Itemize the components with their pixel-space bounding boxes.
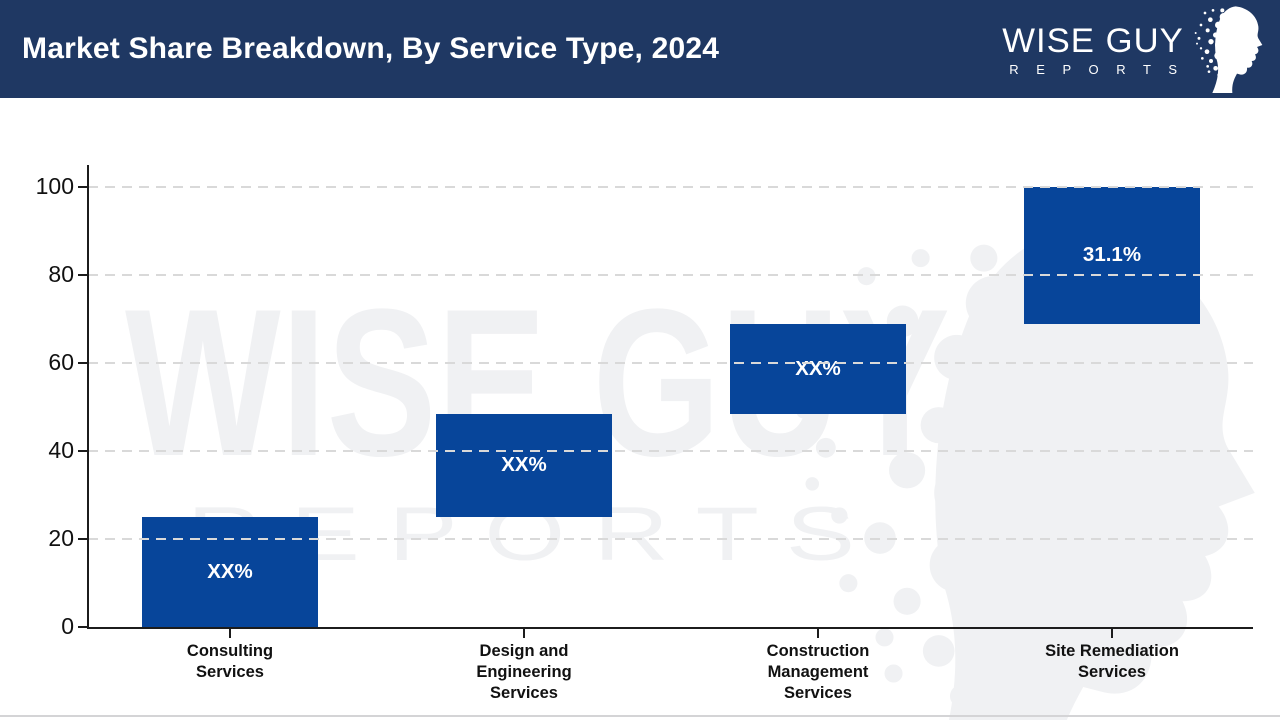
brand-wiseguy-label: WISE GUY <box>1002 21 1184 60</box>
y-tick-mark-20 <box>78 538 87 540</box>
y-tick-label-0: 0 <box>61 613 74 639</box>
bar-1: XX% <box>142 516 318 627</box>
y-tick-mark-60 <box>78 362 87 364</box>
category-label-line: Management <box>767 663 869 681</box>
y-axis-line <box>87 165 89 629</box>
y-tick-label-20: 20 <box>48 525 74 551</box>
gridline-20 <box>88 538 1253 540</box>
bar-value-label-4: 31.1% <box>1082 243 1142 267</box>
gridline-80 <box>88 274 1253 276</box>
category-label-line: Design and <box>479 642 569 660</box>
category-label-line: Services <box>490 684 558 702</box>
header-bar: Market Share Breakdown, By Service Type,… <box>0 0 1280 98</box>
bar-value-label-2: XX% <box>501 453 547 477</box>
x-axis-line <box>87 627 1253 629</box>
x-tick-mark-1 <box>229 629 231 638</box>
category-label-3: Construction Management Services <box>698 641 938 704</box>
y-tick-mark-100 <box>78 186 87 188</box>
category-label-line: Services <box>196 663 264 681</box>
y-tick-label-60: 60 <box>48 349 74 375</box>
category-label-line: Services <box>1078 663 1146 681</box>
y-tick-label-80: 80 <box>48 261 74 287</box>
category-label-2: Design and Engineering Services <box>404 641 644 704</box>
x-tick-mark-2 <box>523 629 525 638</box>
category-label-line: Construction <box>766 642 870 660</box>
bar-2: XX% <box>436 413 612 517</box>
chart-title: Market Share Breakdown, By Service Type,… <box>22 32 720 65</box>
y-tick-label-100: 100 <box>35 173 74 199</box>
y-tick-label-40: 40 <box>48 437 74 463</box>
x-tick-mark-3 <box>817 629 819 638</box>
gridline-60 <box>88 362 1253 364</box>
bar-3: XX% <box>730 323 906 414</box>
category-label-line: Engineering <box>476 663 572 681</box>
category-label-4: Site Remediation Services <box>992 641 1232 683</box>
brand-logo: WISE GUY R E P O R T S <box>1002 4 1272 94</box>
gridline-40 <box>88 450 1253 452</box>
x-tick-mark-4 <box>1111 629 1113 638</box>
bottom-divider <box>0 715 1280 717</box>
brand-text: WISE GUY R E P O R T S <box>1002 22 1184 77</box>
brand-reports-label: R E P O R T S <box>1009 61 1184 77</box>
category-label-line: Consulting <box>186 642 274 660</box>
bar-4: 31.1% <box>1024 187 1200 324</box>
bar-value-label-1: XX% <box>207 559 253 583</box>
y-tick-mark-40 <box>78 450 87 452</box>
category-label-line: Services <box>784 684 852 702</box>
y-tick-mark-80 <box>78 274 87 276</box>
category-label-line: Site Remediation <box>1045 642 1179 660</box>
y-tick-mark-0 <box>78 626 87 628</box>
gridline-100 <box>88 186 1253 188</box>
category-label-1: Consulting Services <box>110 641 350 683</box>
